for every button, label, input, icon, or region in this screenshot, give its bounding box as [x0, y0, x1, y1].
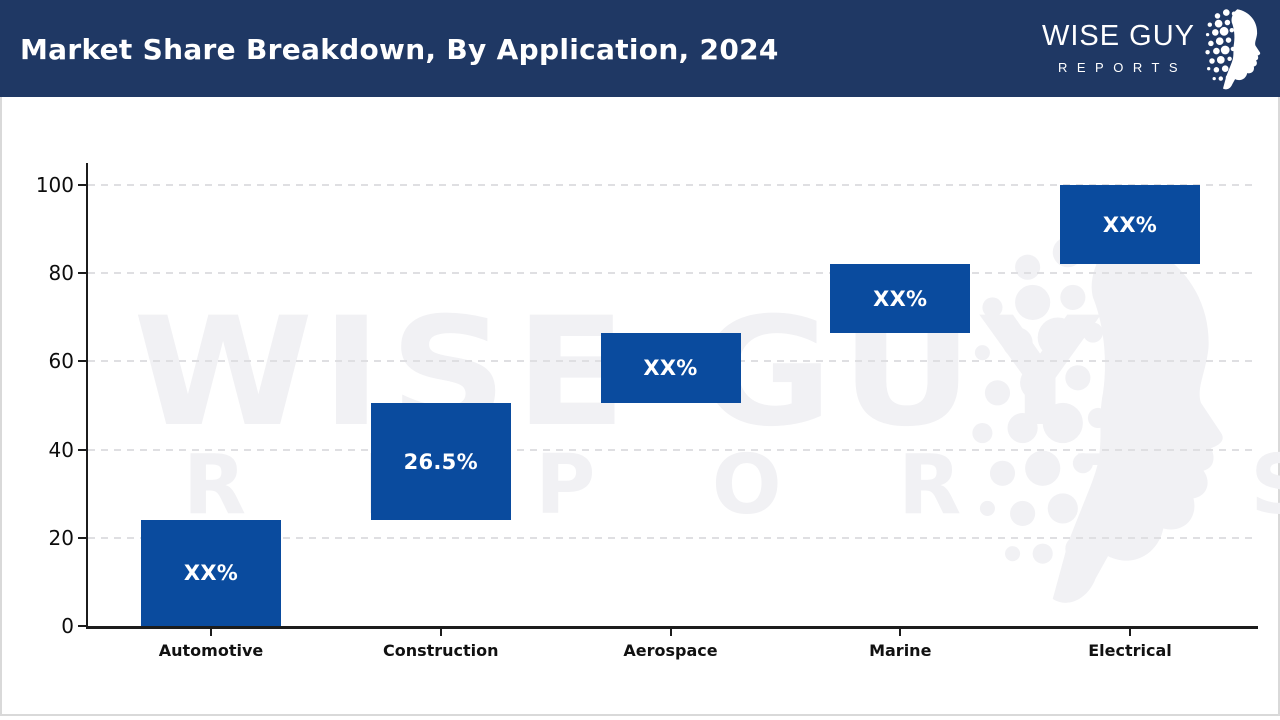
y-tick-label-0: 0: [61, 614, 74, 638]
y-tick-label-40: 40: [48, 437, 74, 462]
y-tick-0: [78, 625, 86, 627]
x-tick-label-automotive: Automotive: [158, 641, 264, 660]
y-tick-label-80: 80: [48, 261, 74, 286]
y-tick-80: [78, 272, 86, 275]
gridline-100: [88, 184, 1258, 186]
x-tick-aerospace: [669, 629, 672, 636]
y-tick-20: [78, 536, 86, 539]
x-axis-line: [86, 626, 1258, 629]
bar-automotive: XX%: [141, 520, 281, 626]
dotted-head-icon: [1205, 9, 1261, 90]
gridline-20: [88, 536, 1258, 539]
bar-label-aerospace: XX%: [643, 356, 698, 380]
y-tick-label-20: 20: [48, 525, 74, 550]
y-tick-60: [78, 360, 86, 363]
x-tick-construction: [439, 629, 442, 636]
bar-label-construction: 26.5%: [403, 449, 478, 474]
x-tick-electrical: [1129, 629, 1131, 636]
x-tick-label-aerospace: Aerospace: [623, 641, 718, 660]
frame-border-left: [0, 97, 2, 715]
y-axis-line: [86, 163, 88, 628]
x-tick-automotive: [210, 629, 212, 636]
x-tick-label-construction: Construction: [382, 641, 499, 660]
gridline-40: [88, 448, 1258, 451]
brand-logo: WISE GUY REPORTS: [1032, 4, 1272, 94]
bar-label-electrical: XX%: [1102, 212, 1158, 237]
frame-border-bottom: [0, 714, 1280, 716]
bar-label-automotive: XX%: [183, 561, 239, 586]
x-tick-marine: [899, 629, 902, 636]
y-tick-40: [78, 448, 86, 451]
page-title: Market Share Breakdown, By Application, …: [20, 33, 779, 66]
logo-wordmark: WISE GUY: [1042, 20, 1196, 52]
bar-construction: 26.5%: [370, 403, 511, 521]
x-tick-label-marine: Marine: [869, 641, 932, 660]
y-tick-label-100: 100: [35, 173, 74, 197]
y-tick-100: [78, 184, 86, 186]
bar-electrical: XX%: [1060, 185, 1200, 265]
gridline-80: [88, 272, 1258, 275]
bar-marine: XX%: [830, 264, 971, 333]
y-tick-label-60: 60: [48, 349, 74, 374]
x-tick-label-electrical: Electrical: [1088, 641, 1172, 660]
bar-aerospace: XX%: [600, 332, 741, 404]
frame-border-right: [1278, 97, 1280, 715]
bar-label-marine: XX%: [873, 286, 928, 311]
header-bar: Market Share Breakdown, By Application, …: [0, 0, 1280, 97]
logo-subtext: REPORTS: [1058, 60, 1188, 75]
